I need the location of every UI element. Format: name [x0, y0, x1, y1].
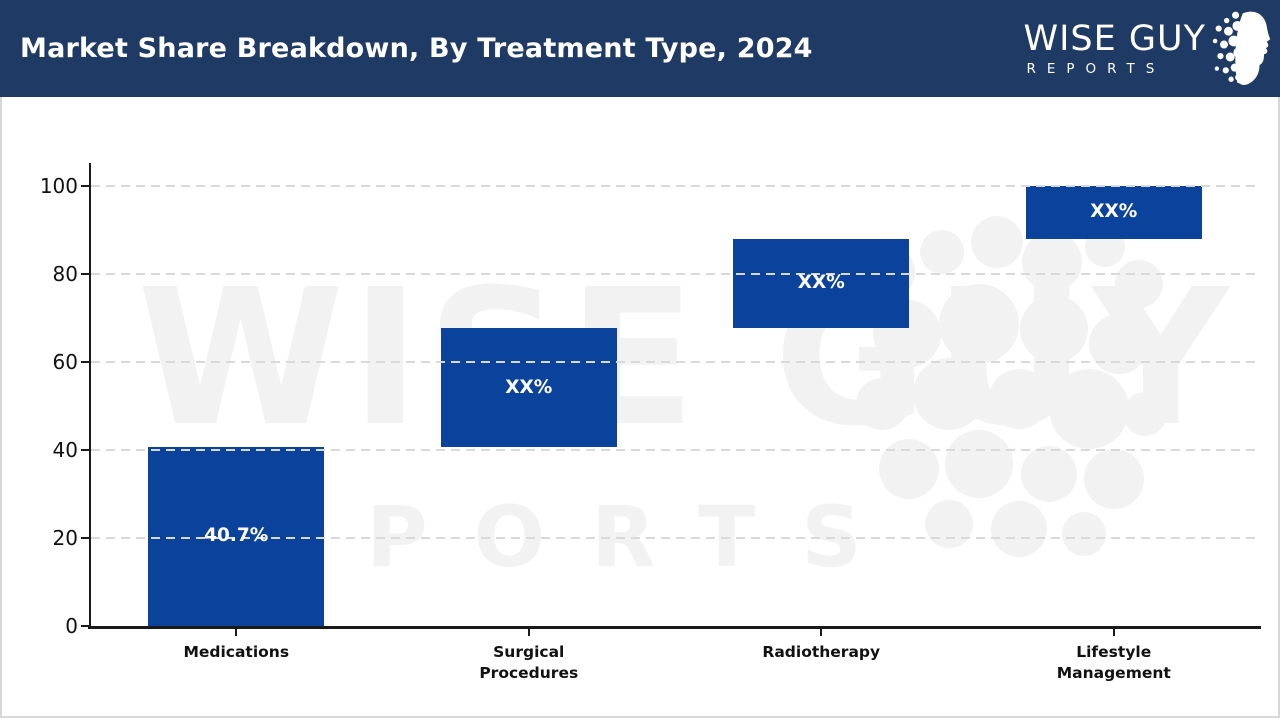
bar — [1025, 186, 1202, 239]
plot-area: 0 20 40 60 80 100 40.7% Medications XX% Surgical … — [2, 97, 1278, 718]
y-axis-line — [89, 163, 91, 629]
bar-value-label: XX% — [797, 272, 845, 294]
x-tick-label: Medications — [183, 643, 290, 661]
x-tick-mark — [527, 628, 530, 636]
bar — [733, 238, 910, 329]
chart-title: Market Share Breakdown, By Treatment Typ… — [20, 33, 813, 64]
y-tick-label: 80 — [52, 262, 78, 286]
y-tick-mark — [81, 537, 90, 539]
watermark-head-dots-icon — [856, 216, 1167, 557]
y-tick-mark — [81, 625, 90, 627]
x-tick-label: Lifestyle Management — [1056, 643, 1171, 682]
y-tick-label: 0 — [65, 614, 78, 638]
gridline — [91, 361, 1260, 363]
y-tick-mark — [81, 185, 90, 187]
bar — [148, 446, 325, 626]
bar — [440, 328, 617, 447]
gridline — [91, 537, 1260, 539]
logo-subtext: REPORTS — [1026, 61, 1166, 78]
x-tick-mark — [235, 628, 238, 636]
logo-wordmark: WISE GUY — [1023, 18, 1206, 59]
logo-text: WISE GUY REPORTS — [1023, 18, 1206, 78]
y-tick-label: 100 — [39, 174, 78, 198]
logo-head-icon — [1212, 11, 1271, 85]
y-tick-label: 40 — [52, 438, 78, 462]
x-tick-mark — [820, 628, 823, 636]
gridline — [91, 449, 1260, 451]
y-tick-label: 20 — [52, 526, 78, 550]
y-tick-mark — [81, 273, 90, 275]
gridline — [91, 185, 1260, 187]
y-tick-label: 60 — [52, 350, 78, 374]
report-header: Market Share Breakdown, By Treatment Typ… — [0, 0, 1280, 97]
x-tick-mark — [1112, 628, 1115, 636]
y-tick-mark — [81, 449, 90, 451]
bar-value-label: 40.7% — [204, 525, 269, 547]
bar-value-label: XX% — [505, 376, 553, 398]
chart-canvas: WISE GUY REPORTS 0 20 40 60 80 100 40.7% Medica… — [0, 97, 1280, 718]
x-tick-label: Surgical Procedures — [479, 643, 579, 682]
x-tick-label: Radiotherapy — [762, 643, 881, 661]
wiseguy-logo: WISE GUY REPORTS — [1023, 5, 1272, 93]
bar-value-label: XX% — [1090, 201, 1138, 223]
gridline — [91, 273, 1260, 275]
x-axis-line — [88, 626, 1261, 629]
y-tick-mark — [81, 361, 90, 363]
